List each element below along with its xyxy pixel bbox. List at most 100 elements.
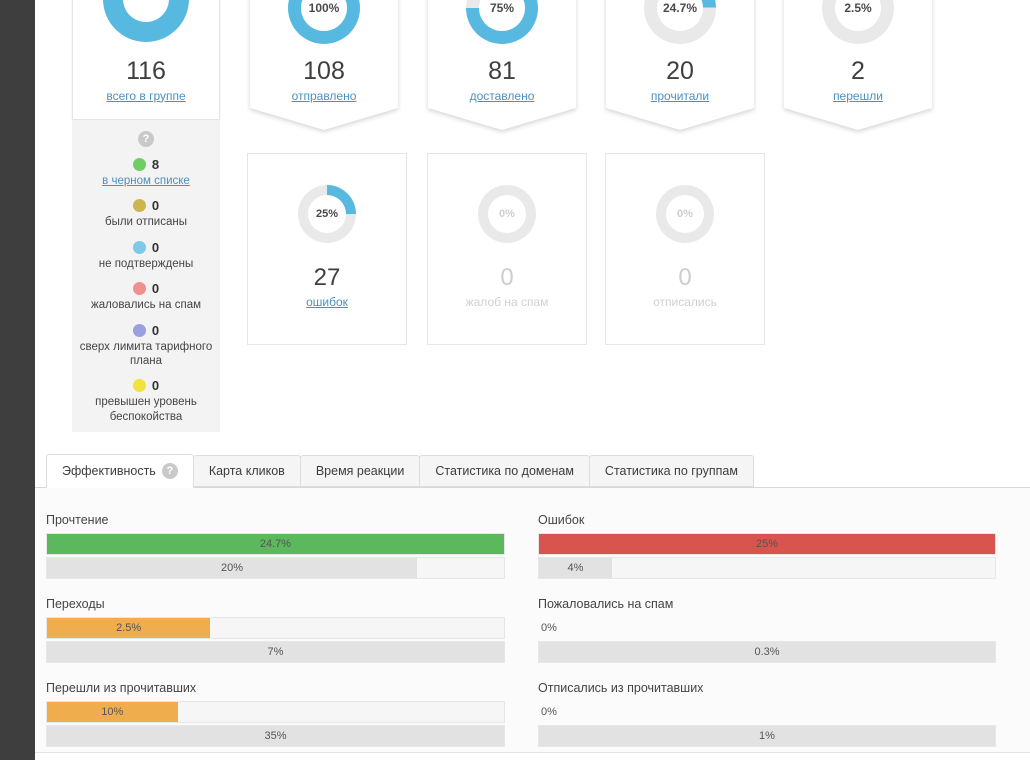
- metric-row-clicked-from-read: Перешли из прочитавших 10% 35%: [46, 681, 505, 747]
- anxiety-dot-icon: [132, 379, 146, 393]
- legend-item-unsubscribed: 0 были отписаны: [105, 198, 187, 229]
- unsubscribed-percent: 0%: [677, 208, 693, 220]
- unsubscribed-label: отписались: [653, 295, 717, 310]
- metric-title: Прочтение: [46, 513, 109, 527]
- metric-average-bar: 1%: [538, 725, 996, 747]
- errors-donut: 25%: [298, 185, 356, 243]
- tab-reaction-time[interactable]: Время реакции: [299, 455, 421, 487]
- metric-value-label: 24.7%: [259, 538, 292, 550]
- legend-item-spam-complaints: 0 жаловались на спам: [91, 281, 201, 312]
- tab-label: Статистика по группам: [604, 464, 738, 478]
- metric-value-bar: 2.5%: [46, 617, 505, 639]
- metric-average-label: 4%: [567, 562, 584, 574]
- sent-donut: 100%: [288, 0, 360, 44]
- spam-complaints-value: 0: [500, 264, 514, 291]
- tab-label: Время реакции: [315, 464, 405, 478]
- tab-label: Статистика по доменам: [435, 464, 574, 478]
- metric-value-bar: 0%: [538, 701, 996, 723]
- stat-card-spam-complaints: 0% 0 жалоб на спам: [427, 153, 587, 345]
- metric-row-read: Прочтение 24.7% 20%: [46, 513, 505, 579]
- legend-value: 0: [151, 239, 160, 255]
- legend-label: превышен уровень беспокойства: [95, 396, 197, 423]
- metric-value-label: 0%: [541, 706, 557, 718]
- spam-complaints-label: жалоб на спам: [465, 295, 549, 310]
- stat-card-clicked: 2.5% 2 перешли: [784, 0, 932, 130]
- legend-value: 8: [151, 157, 160, 172]
- delivered-donut: 75%: [466, 0, 538, 44]
- left-nav-sidebar[interactable]: [0, 0, 35, 760]
- unconfirmed-dot-icon: [132, 240, 146, 254]
- spam-complaints-donut: 0%: [478, 185, 536, 243]
- metric-average-label: 35%: [264, 730, 287, 742]
- metric-row-errors: Ошибок 25% 4%: [538, 513, 996, 579]
- errors-value: 27: [313, 264, 341, 291]
- errors-percent: 25%: [315, 208, 339, 220]
- legend-item-anxiety-level: 0 превышен уровень беспокойства: [75, 378, 217, 424]
- spam-complaints-percent: 0%: [499, 208, 515, 220]
- errors-link[interactable]: ошибок: [306, 295, 348, 310]
- metric-average-bar: 4%: [538, 557, 996, 579]
- metric-average-label: 7%: [267, 646, 284, 658]
- tab-help-icon[interactable]: ?: [161, 463, 178, 479]
- clicked-value: 2: [851, 57, 865, 85]
- stat-card-errors: 25% 27 ошибок: [247, 153, 407, 345]
- group-legend-panel: ? 8 в черном списке 0 были отписаны 0 не…: [72, 120, 220, 432]
- stat-card-unsubscribed: 0% 0 отписались: [605, 153, 765, 345]
- metric-average-bar: 0.3%: [538, 641, 996, 663]
- clicked-percent: 2.5%: [844, 1, 872, 15]
- legend-value: 0: [151, 281, 160, 297]
- effectiveness-left-column: Прочтение 24.7% 20% Переходы 2.5%: [46, 513, 505, 760]
- tab-group-stats[interactable]: Статистика по группам: [588, 455, 754, 487]
- metric-value-bar: 25%: [538, 533, 996, 555]
- tab-domain-stats[interactable]: Статистика по доменам: [419, 455, 590, 487]
- metric-average-bar: 20%: [46, 557, 505, 579]
- blacklist-link[interactable]: в черном списке: [102, 175, 190, 187]
- stat-card-total: 116 всего в группе: [72, 0, 220, 120]
- metric-value-label: 25%: [755, 538, 779, 550]
- report-tabs: Эффективность ? Карта кликов Время реакц…: [35, 454, 1030, 488]
- legend-label: сверх лимита тарифного плана: [79, 340, 213, 367]
- metric-title: Переходы: [46, 597, 105, 611]
- spam-dot-icon: [132, 282, 146, 296]
- sent-value: 108: [303, 57, 345, 85]
- metric-value-bar: 10%: [46, 701, 505, 723]
- delivered-link[interactable]: доставлено: [469, 88, 535, 103]
- metric-value-label: 0%: [541, 622, 557, 634]
- unsubscribed-value: 0: [678, 264, 692, 291]
- metric-average-bar: 7%: [46, 641, 505, 663]
- metric-value-label: 10%: [101, 706, 124, 718]
- metric-row-clicks: Переходы 2.5% 7%: [46, 597, 505, 663]
- metric-average-bar: 35%: [46, 725, 505, 747]
- delivered-value: 81: [488, 57, 516, 85]
- stat-card-sent: 100% 108 отправлено: [250, 0, 398, 130]
- read-link[interactable]: прочитали: [650, 88, 710, 103]
- metric-title: Перешли из прочитавших: [46, 681, 197, 695]
- total-value: 116: [126, 57, 166, 85]
- legend-item-blacklist: 8 в черном списке: [102, 157, 190, 188]
- clicked-donut: 2.5%: [822, 0, 894, 44]
- sent-link[interactable]: отправлено: [291, 88, 357, 103]
- legend-label: жаловались на спам: [91, 299, 201, 312]
- read-percent: 24.7%: [662, 1, 698, 15]
- unsubscribed-dot-icon: [132, 199, 146, 213]
- metric-row-spam-complaints: Пожаловались на спам 0% 0.3%: [538, 597, 996, 663]
- clicked-link[interactable]: перешли: [833, 88, 883, 103]
- metric-title: Ошибок: [538, 513, 585, 527]
- total-link[interactable]: всего в группе: [106, 88, 186, 103]
- help-icon[interactable]: ?: [138, 131, 154, 147]
- effectiveness-panel: Прочтение 24.7% 20% Переходы 2.5%: [35, 488, 1030, 753]
- legend-value: 0: [151, 378, 160, 394]
- tab-click-map[interactable]: Карта кликов: [192, 455, 301, 487]
- read-value: 20: [666, 57, 694, 85]
- legend-label: были отписаны: [104, 216, 187, 229]
- stat-card-read: 24.7% 20 прочитали: [606, 0, 754, 130]
- donut-hole: [123, 0, 169, 22]
- tab-effectiveness[interactable]: Эффективность ?: [46, 454, 194, 488]
- metric-value-label: 2.5%: [116, 622, 142, 634]
- metric-average-label: 20%: [221, 562, 244, 574]
- metric-title: Отписались из прочитавших: [538, 681, 704, 695]
- legend-item-unconfirmed: 0 не подтверждены: [99, 240, 193, 271]
- metric-value-bar: 0%: [538, 617, 996, 639]
- metric-value-bar: 24.7%: [46, 533, 505, 555]
